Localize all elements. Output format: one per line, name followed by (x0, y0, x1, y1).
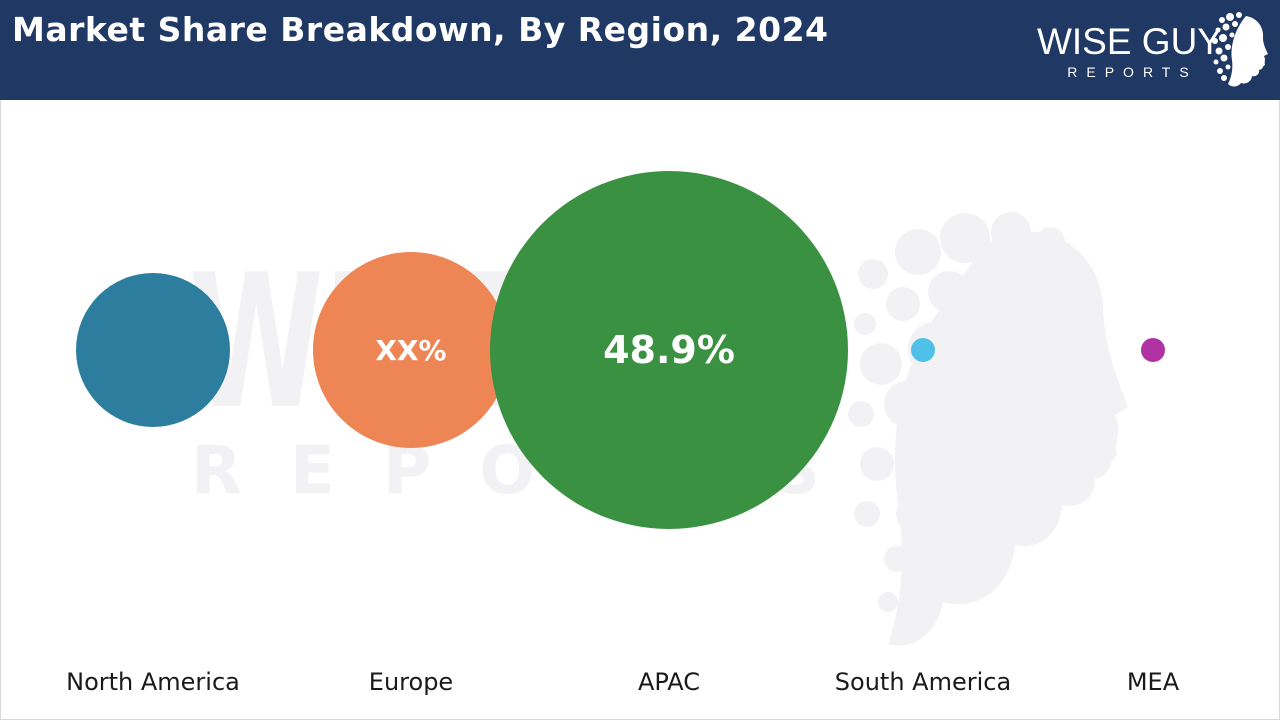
bubble-apac: 48.9% (490, 171, 848, 529)
category-label-europe: Europe (368, 668, 454, 696)
bubble-value-europe: XX% (375, 333, 447, 367)
bubble-south-america (911, 338, 935, 362)
watermark-face-icon (848, 212, 1128, 646)
bubble-europe: XX% (313, 252, 509, 448)
category-label-south-america: South America (834, 668, 1012, 696)
bubble-north-america (76, 273, 230, 427)
category-label-mea: MEA (1126, 668, 1180, 696)
bubble-value-apac: 48.9% (603, 328, 735, 372)
logo-subtitle: REPORTS (1067, 64, 1198, 80)
category-label-apac: APAC (637, 668, 701, 696)
header-bar: Market Share Breakdown, By Region, 2024 … (0, 0, 1280, 100)
wiseguy-logo: WISE GUY REPORTS (1037, 10, 1270, 90)
logo-face-icon (1212, 12, 1268, 87)
logo-text: WISE GUY REPORTS (1037, 23, 1222, 80)
category-label-north-america: North America (66, 668, 240, 696)
page-title: Market Share Breakdown, By Region, 2024 (12, 10, 829, 49)
bubble-mea (1141, 338, 1165, 362)
logo-name: WISE GUY (1036, 21, 1222, 62)
